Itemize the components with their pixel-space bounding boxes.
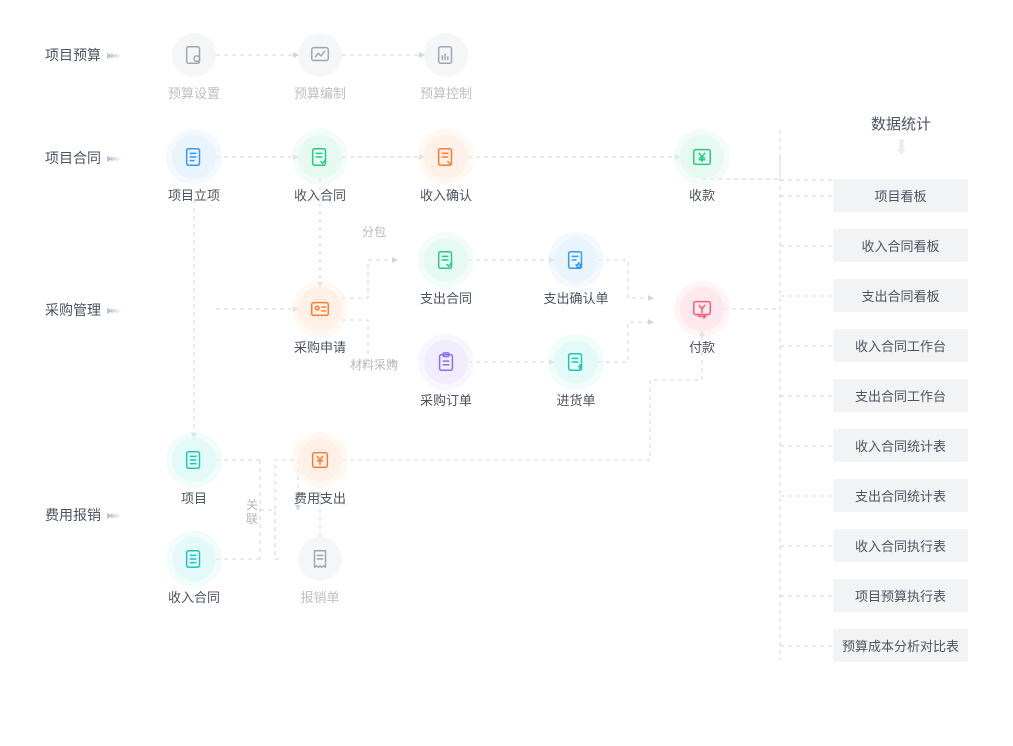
category-label: 项目预算 xyxy=(45,47,101,63)
node-label-purchase_req: 采购申请 xyxy=(270,337,370,356)
category-label: 采购管理 xyxy=(45,302,101,318)
node-label-proj_init: 项目立项 xyxy=(144,185,244,204)
stats-item-4[interactable]: 支出合同工作台 xyxy=(833,379,968,412)
stats-item-9[interactable]: 预算成本分析对比表 xyxy=(833,629,968,662)
category-label: 费用报销 xyxy=(45,507,101,523)
stats-title: 数据统计 xyxy=(841,113,961,134)
node-proj_init[interactable] xyxy=(172,135,216,179)
stats-item-0[interactable]: 项目看板 xyxy=(833,179,968,212)
node-label-reimburse: 报销单 xyxy=(270,587,370,606)
rel-label-fenbao: 分包 xyxy=(362,225,386,239)
rel-label-guanlian: 关 联 xyxy=(245,498,259,526)
node-goods_in[interactable] xyxy=(554,340,598,384)
category-expense: 费用报销 ▸▸▸ xyxy=(45,505,119,525)
category-purchase: 采购管理 ▸▸▸ xyxy=(45,300,119,320)
node-income_confirm[interactable] xyxy=(424,135,468,179)
node-label-purchase_order: 采购订单 xyxy=(396,390,496,409)
stats-item-5[interactable]: 收入合同统计表 xyxy=(833,429,968,462)
node-label-fee_expense: 费用支出 xyxy=(270,488,370,507)
chevron-icon: ▸▸▸ xyxy=(107,303,119,317)
node-purchase_req[interactable] xyxy=(298,287,342,331)
node-label-fee_income: 收入合同 xyxy=(144,587,244,606)
stats-item-8[interactable]: 项目预算执行表 xyxy=(833,579,968,612)
node-payment[interactable] xyxy=(680,287,724,331)
stats-item-3[interactable]: 收入合同工作台 xyxy=(833,329,968,362)
node-purchase_order[interactable] xyxy=(424,340,468,384)
node-label-budget_setup: 预算设置 xyxy=(144,83,244,102)
node-label-income_confirm: 收入确认 xyxy=(396,185,496,204)
chevron-icon: ▸▸▸ xyxy=(107,48,119,62)
category-label: 项目合同 xyxy=(45,150,101,166)
node-label-income_contract: 收入合同 xyxy=(270,185,370,204)
node-label-fee_project: 项目 xyxy=(144,488,244,507)
node-label-budget_control: 预算控制 xyxy=(396,83,496,102)
category-contract: 项目合同 ▸▸▸ xyxy=(45,148,119,168)
arrow-down-icon: ⬇ xyxy=(893,135,910,160)
node-budget_compile xyxy=(298,33,342,77)
node-fee_income[interactable] xyxy=(172,537,216,581)
node-exp_confirm[interactable] xyxy=(554,238,598,282)
diagram-stage: 项目预算 ▸▸▸ 项目合同 ▸▸▸ 采购管理 ▸▸▸ 费用报销 ▸▸▸ 预算设置 预算编制 预算控制… xyxy=(0,0,1013,746)
stats-item-2[interactable]: 支出合同看板 xyxy=(833,279,968,312)
node-label-goods_in: 进货单 xyxy=(526,390,626,409)
node-budget_control xyxy=(424,33,468,77)
node-label-exp_confirm: 支出确认单 xyxy=(526,288,626,307)
rel-label-caigou: 材料采购 xyxy=(350,358,398,372)
node-fee_project[interactable] xyxy=(172,438,216,482)
node-exp_contract[interactable] xyxy=(424,238,468,282)
stats-item-6[interactable]: 支出合同统计表 xyxy=(833,479,968,512)
chevron-icon: ▸▸▸ xyxy=(107,151,119,165)
chevron-icon: ▸▸▸ xyxy=(107,508,119,522)
node-label-budget_compile: 预算编制 xyxy=(270,83,370,102)
node-reimburse xyxy=(298,537,342,581)
stats-item-1[interactable]: 收入合同看板 xyxy=(833,229,968,262)
node-fee_expense[interactable] xyxy=(298,438,342,482)
node-budget_setup xyxy=(172,33,216,77)
node-label-exp_contract: 支出合同 xyxy=(396,288,496,307)
node-receipt[interactable] xyxy=(680,135,724,179)
category-budget: 项目预算 ▸▸▸ xyxy=(45,45,119,65)
node-label-receipt: 收款 xyxy=(652,185,752,204)
node-label-payment: 付款 xyxy=(652,337,752,356)
node-income_contract[interactable] xyxy=(298,135,342,179)
stats-item-7[interactable]: 收入合同执行表 xyxy=(833,529,968,562)
